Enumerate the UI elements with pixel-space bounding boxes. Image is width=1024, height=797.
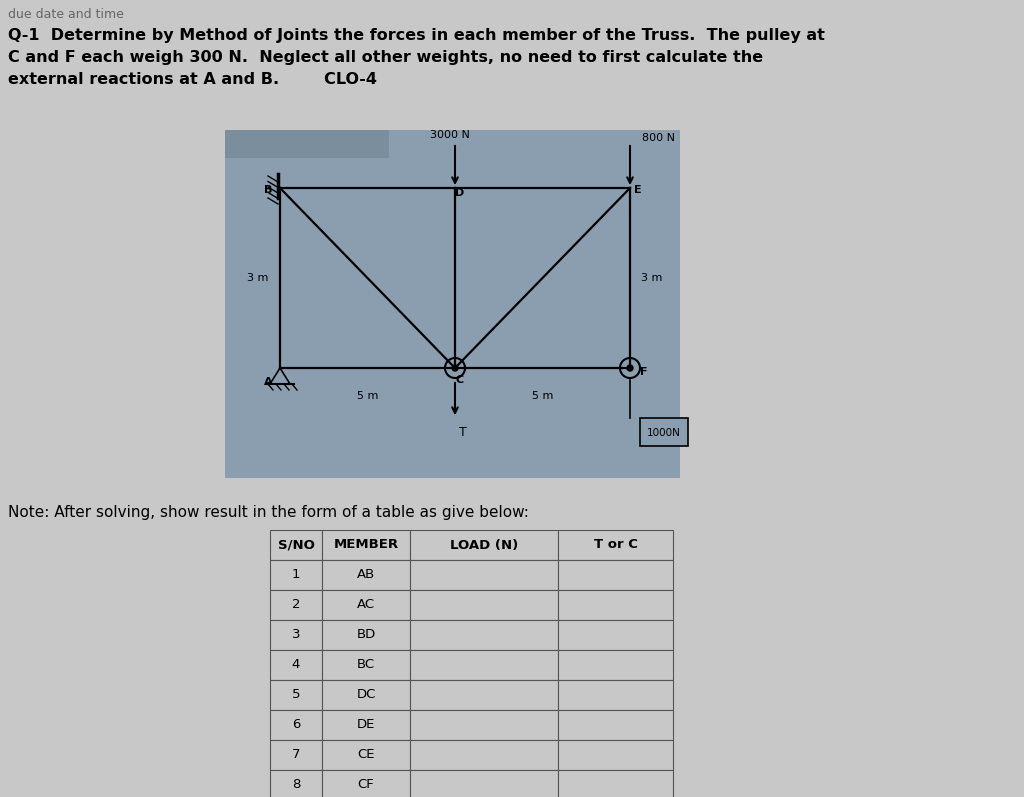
Bar [410,560,558,590]
Bar [270,530,322,560]
Text: external reactions at A and B.        CLO-4: external reactions at A and B. CLO-4 [8,72,377,87]
Bar [410,530,558,560]
Text: C and F each weigh 300 N.  Neglect all other weights, no need to first calculate: C and F each weigh 300 N. Neglect all ot… [8,50,763,65]
Text: 1: 1 [292,568,300,582]
Circle shape [627,365,633,371]
Text: 5: 5 [292,689,300,701]
Text: DC: DC [356,689,376,701]
Text: S/NO: S/NO [278,539,314,552]
Text: CF: CF [357,779,375,791]
Bar [270,710,322,740]
Bar [322,680,410,710]
Bar [558,680,673,710]
Bar [270,650,322,680]
Text: 3: 3 [292,629,300,642]
Text: Note: After solving, show result in the form of a table as give below:: Note: After solving, show result in the … [8,505,528,520]
Text: 3 m: 3 m [641,273,663,283]
Text: E: E [634,185,642,195]
Text: MEMBER: MEMBER [334,539,398,552]
Bar [558,770,673,797]
Bar [558,650,673,680]
Text: 6: 6 [292,719,300,732]
Bar [558,590,673,620]
Text: BD: BD [356,629,376,642]
Text: T: T [459,426,467,439]
Text: B: B [264,185,272,195]
Bar [322,620,410,650]
Text: BC: BC [357,658,375,672]
Bar [322,770,410,797]
Bar [270,560,322,590]
Bar [558,620,673,650]
Bar [322,590,410,620]
Text: 7: 7 [292,748,300,761]
Text: A: A [264,377,272,387]
Bar [322,710,410,740]
Text: C: C [456,375,464,385]
Text: AC: AC [357,599,375,611]
Text: 3000 N: 3000 N [430,130,470,140]
Text: 8: 8 [292,779,300,791]
Bar [410,740,558,770]
Bar [410,590,558,620]
Circle shape [452,365,458,371]
Bar [322,650,410,680]
Text: AB: AB [357,568,375,582]
Bar [410,680,558,710]
Text: 1000N: 1000N [647,428,681,438]
Text: T or C: T or C [594,539,637,552]
Bar [558,560,673,590]
Text: F: F [640,367,648,377]
Text: LOAD (N): LOAD (N) [450,539,518,552]
Bar [410,620,558,650]
Text: 800 N: 800 N [641,133,675,143]
Bar [270,740,322,770]
Bar [225,130,680,478]
Text: D: D [456,188,465,198]
Text: 2: 2 [292,599,300,611]
Text: 4: 4 [292,658,300,672]
Bar [640,418,688,446]
Text: 3 m: 3 m [248,273,268,283]
Text: 5 m: 5 m [531,391,553,401]
Bar [410,650,558,680]
Bar [270,590,322,620]
Bar [322,530,410,560]
Text: 5 m: 5 m [356,391,378,401]
Text: DE: DE [356,719,375,732]
Bar [558,740,673,770]
Bar [410,710,558,740]
Text: Q-1  Determine by Method of Joints the forces in each member of the Truss.  The : Q-1 Determine by Method of Joints the fo… [8,28,825,43]
Bar [270,770,322,797]
Bar [322,560,410,590]
Bar [225,130,389,158]
Bar [558,710,673,740]
Bar [558,530,673,560]
Bar [322,740,410,770]
Bar [270,620,322,650]
Text: CE: CE [357,748,375,761]
Bar [410,770,558,797]
Text: due date and time: due date and time [8,8,124,21]
Bar [270,680,322,710]
